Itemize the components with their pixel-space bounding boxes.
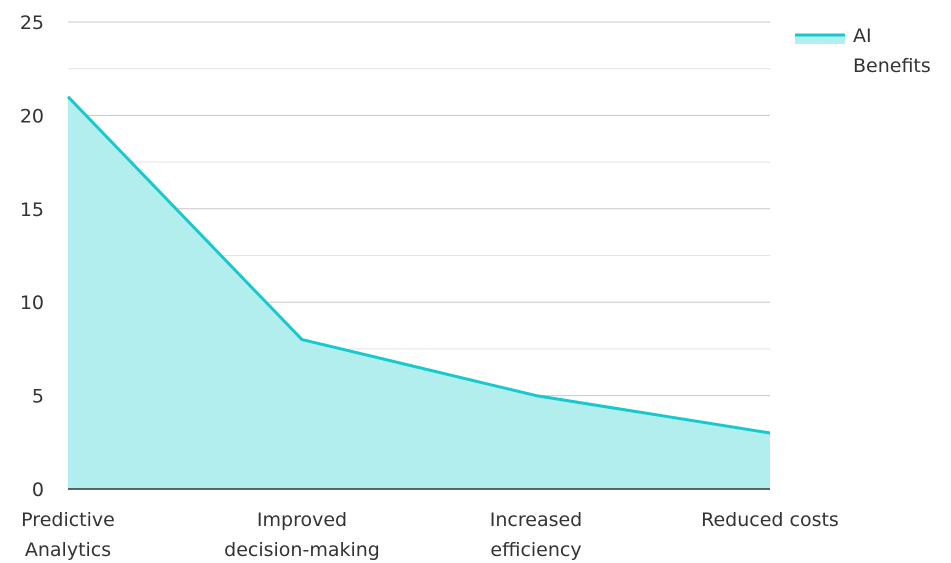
area-layer [66,95,771,489]
x-tick-labels: Predictive Analytics Improved decision-maki… [21,509,839,561]
x-category-label: Reduced costs [701,509,839,531]
legend-swatch-fill [795,34,845,44]
y-tick-label: 15 [20,199,44,221]
y-tick-labels: 0 5 10 15 20 25 [20,12,44,501]
series-area-fill [68,96,770,489]
y-tick-label: 25 [20,12,44,34]
y-tick-label: 20 [20,105,44,127]
x-category-label: Predictive Analytics [21,509,115,561]
y-tick-label: 10 [20,292,44,314]
x-category-label: Improved decision-making [224,509,380,561]
y-tick-label: 0 [32,479,44,501]
series-line [66,95,771,435]
y-tick-label: 5 [32,386,44,408]
x-category-label: Increased efficiency [490,509,582,561]
legend-label: AI Benefits [853,25,931,77]
legend: AI Benefits [795,25,931,77]
